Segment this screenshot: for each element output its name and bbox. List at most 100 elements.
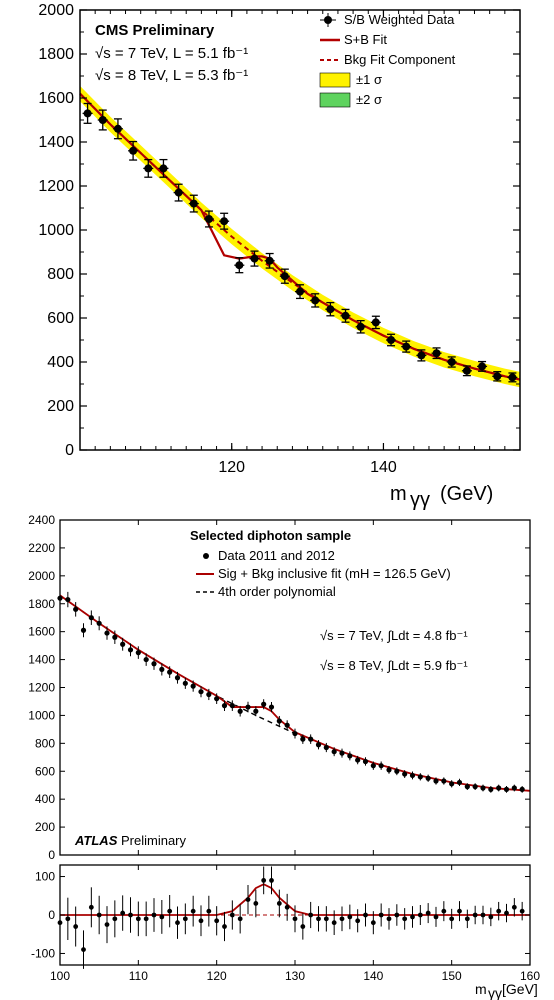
atlas-poly-fit xyxy=(60,595,530,790)
atlas-xtick: 130 xyxy=(285,969,305,983)
atlas-res-point xyxy=(128,913,133,918)
atlas-data-point xyxy=(277,718,282,723)
cms-title: CMS Preliminary xyxy=(95,22,215,39)
cms-data-point xyxy=(357,323,365,331)
cms-ytick: 0 xyxy=(65,442,74,459)
atlas-data-point xyxy=(112,635,117,640)
atlas-res-point xyxy=(387,916,392,921)
atlas-res-point xyxy=(73,924,78,929)
atlas-data-point xyxy=(198,689,203,694)
atlas-res-point xyxy=(434,915,439,920)
atlas-data-point xyxy=(418,774,423,779)
atlas-data-point xyxy=(457,780,462,785)
atlas-ytick: 800 xyxy=(35,736,55,750)
atlas-res-point xyxy=(253,901,258,906)
cms-data-point xyxy=(508,373,516,381)
atlas-tag: ATLAS Preliminary xyxy=(74,833,186,848)
atlas-res-point xyxy=(426,911,431,916)
atlas-data-point xyxy=(97,621,102,626)
atlas-res-point xyxy=(402,916,407,921)
atlas-data-point xyxy=(128,647,133,652)
atlas-data-point xyxy=(151,661,156,666)
cms-data-point xyxy=(114,125,122,133)
cms-data-point xyxy=(220,217,228,225)
atlas-sample-title: Selected diphoton sample xyxy=(190,528,351,543)
atlas-res-point xyxy=(418,913,423,918)
atlas-res-point xyxy=(488,915,493,920)
atlas-res-point xyxy=(183,916,188,921)
cms-1sigma-band xyxy=(80,86,520,387)
cms-legend-bkg: Bkg Fit Component xyxy=(344,52,456,67)
cms-data-point xyxy=(493,372,501,380)
cms-data-point xyxy=(342,312,350,320)
atlas-data-point xyxy=(104,630,109,635)
atlas-res-point xyxy=(285,905,290,910)
atlas-xtick: 110 xyxy=(129,969,148,983)
atlas-data-point xyxy=(332,749,337,754)
cms-ytick: 400 xyxy=(47,354,74,371)
atlas-xtick: 140 xyxy=(363,969,383,983)
atlas-ytick: 1200 xyxy=(28,681,55,695)
atlas-res-point xyxy=(473,913,478,918)
cms-ytick: 2000 xyxy=(38,2,74,19)
cms-xtick: 120 xyxy=(218,459,245,476)
atlas-res-point xyxy=(97,913,102,918)
atlas-res-ytick: 100 xyxy=(35,870,55,884)
atlas-data-point xyxy=(308,737,313,742)
cms-xtick: 140 xyxy=(370,459,397,476)
atlas-legend-data: Data 2011 and 2012 xyxy=(218,548,335,563)
cms-legend-2sigma: ±2 σ xyxy=(356,92,382,107)
cms-sb-fit xyxy=(80,94,520,380)
cms-legend-sb: S+B Fit xyxy=(344,32,387,47)
atlas-data-point xyxy=(347,753,352,758)
atlas-legend-poly: 4th order polynomial xyxy=(218,584,336,599)
atlas-ytick: 600 xyxy=(35,764,55,778)
atlas-data-point xyxy=(363,759,368,764)
atlas-res-point xyxy=(238,916,243,921)
atlas-res-point xyxy=(105,922,110,927)
atlas-res-point xyxy=(159,915,164,920)
atlas-ytick: 2000 xyxy=(28,569,55,583)
atlas-data-point xyxy=(339,751,344,756)
atlas-res-point xyxy=(293,916,298,921)
atlas-res-point xyxy=(199,918,204,923)
atlas-res-point xyxy=(379,913,384,918)
cms-xlabel-m: m xyxy=(390,483,407,505)
atlas-legend: Data 2011 and 2012Sig + Bkg inclusive fi… xyxy=(196,548,451,599)
atlas-res-point xyxy=(300,924,305,929)
cms-data-point xyxy=(175,189,183,197)
atlas-ytick: 1000 xyxy=(28,708,55,722)
atlas-res-point xyxy=(441,909,446,914)
atlas-res-point xyxy=(144,916,149,921)
cms-data-point xyxy=(478,362,486,370)
cms-lumi-8tev: √s = 8 TeV, L = 5.3 fb⁻¹ xyxy=(95,67,248,84)
atlas-res-point xyxy=(65,916,70,921)
atlas-data-point xyxy=(480,785,485,790)
cms-ytick: 1200 xyxy=(38,178,74,195)
atlas-data-point xyxy=(402,771,407,776)
atlas-data-point xyxy=(206,692,211,697)
cms-lumi-7tev: √s = 7 TeV, L = 5.1 fb⁻¹ xyxy=(95,45,248,62)
cms-data-point xyxy=(463,367,471,375)
atlas-res-point xyxy=(175,920,180,925)
atlas-ytick: 1600 xyxy=(28,625,55,639)
atlas-res-point xyxy=(214,918,219,923)
atlas-data-point xyxy=(269,704,274,709)
atlas-data-point xyxy=(159,667,164,672)
atlas-data-point xyxy=(167,670,172,675)
atlas-data-point xyxy=(410,773,415,778)
atlas-data-point xyxy=(520,787,525,792)
cms-ytick: 1800 xyxy=(38,46,74,63)
atlas-data-point xyxy=(433,778,438,783)
cms-data-point xyxy=(266,257,274,265)
cms-chart: 0200400600800100012001400160018002000120… xyxy=(0,0,554,510)
atlas-res-point xyxy=(394,913,399,918)
atlas-res-point xyxy=(465,916,470,921)
atlas-res-point xyxy=(457,909,462,914)
atlas-res-point xyxy=(324,916,329,921)
atlas-xtick: 150 xyxy=(442,969,462,983)
atlas-data-point xyxy=(371,763,376,768)
cms-legend-1sigma: ±1 σ xyxy=(356,72,382,87)
cms-xlabel-unit: (GeV) xyxy=(440,483,493,505)
atlas-res-point xyxy=(89,905,94,910)
